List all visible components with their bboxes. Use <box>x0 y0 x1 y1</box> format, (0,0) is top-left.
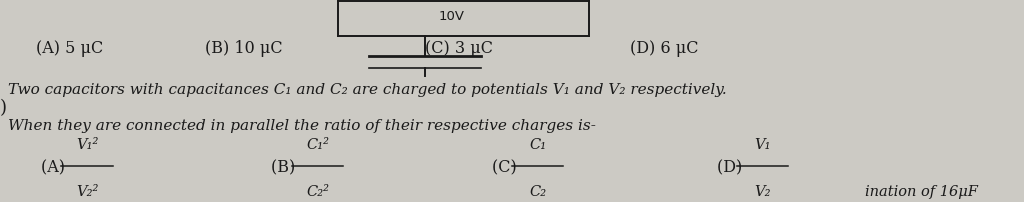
Text: C₂: C₂ <box>529 184 546 198</box>
Text: (A): (A) <box>41 158 70 175</box>
Text: C₁: C₁ <box>529 138 546 151</box>
Text: C₁²: C₁² <box>306 138 329 151</box>
Text: ination of 16μF: ination of 16μF <box>865 184 978 198</box>
Text: When they are connected in parallel the ratio of their respective charges is-: When they are connected in parallel the … <box>8 118 596 132</box>
Text: ): ) <box>0 98 7 116</box>
Text: (B) 10 μC: (B) 10 μC <box>205 40 283 57</box>
Text: V₂: V₂ <box>755 184 771 198</box>
Text: (C): (C) <box>492 158 521 175</box>
Text: 10V: 10V <box>438 10 464 23</box>
Text: V₁²: V₁² <box>76 138 98 151</box>
Text: (B): (B) <box>271 158 301 175</box>
Text: (D) 6 μC: (D) 6 μC <box>630 40 698 57</box>
Text: V₁: V₁ <box>755 138 771 151</box>
Text: Two capacitors with capacitances C₁ and C₂ are charged to potentials V₁ and V₂ r: Two capacitors with capacitances C₁ and … <box>8 83 727 97</box>
Text: (D): (D) <box>717 158 748 175</box>
Text: (A) 5 μC: (A) 5 μC <box>36 40 103 57</box>
Text: (C) 3 μC: (C) 3 μC <box>425 40 493 57</box>
Text: V₂²: V₂² <box>76 184 98 198</box>
Text: C₂²: C₂² <box>306 184 329 198</box>
